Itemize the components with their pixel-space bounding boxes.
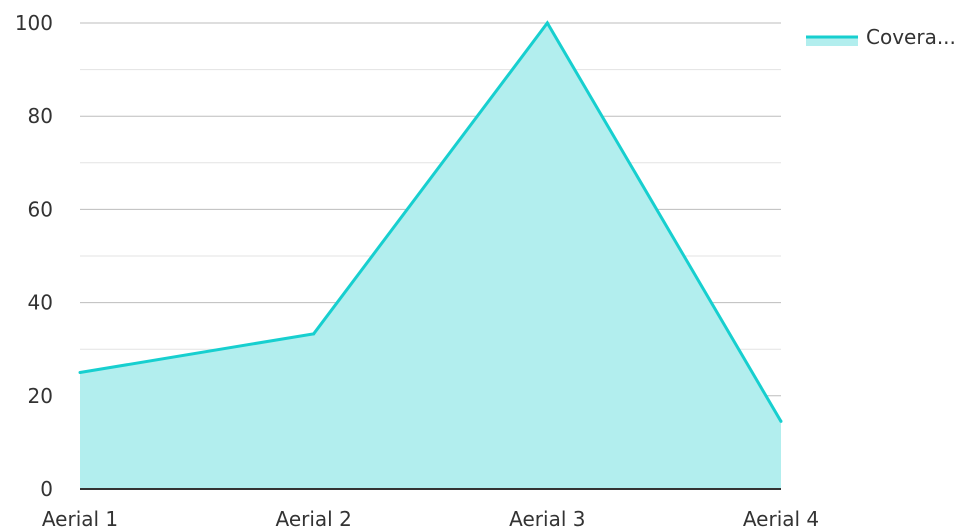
data-point bbox=[779, 419, 783, 423]
data-point bbox=[78, 371, 82, 374]
y-tick-label: 40 bbox=[28, 291, 53, 315]
y-tick-label: 20 bbox=[28, 384, 53, 408]
data-point bbox=[545, 21, 549, 25]
x-tick-label: Aerial 1 bbox=[42, 507, 118, 531]
legend[interactable]: Covera... bbox=[806, 25, 956, 49]
series-area-fill bbox=[80, 23, 781, 489]
y-tick-label: 60 bbox=[28, 197, 53, 221]
y-axis-ticks: 0 20 40 60 80 100 bbox=[15, 11, 53, 501]
legend-swatch-fill bbox=[806, 36, 858, 46]
x-tick-label: Aerial 2 bbox=[276, 507, 352, 531]
series-line bbox=[79, 20, 783, 423]
y-tick-label: 80 bbox=[28, 104, 53, 128]
y-tick-label: 0 bbox=[40, 477, 53, 501]
x-tick-label: Aerial 4 bbox=[743, 507, 819, 531]
data-point bbox=[312, 332, 316, 336]
y-tick-label: 100 bbox=[15, 11, 53, 35]
legend-label: Covera... bbox=[866, 25, 956, 49]
x-axis-ticks: Aerial 1 Aerial 2 Aerial 3 Aerial 4 bbox=[42, 507, 819, 531]
x-tick-label: Aerial 3 bbox=[509, 507, 585, 531]
